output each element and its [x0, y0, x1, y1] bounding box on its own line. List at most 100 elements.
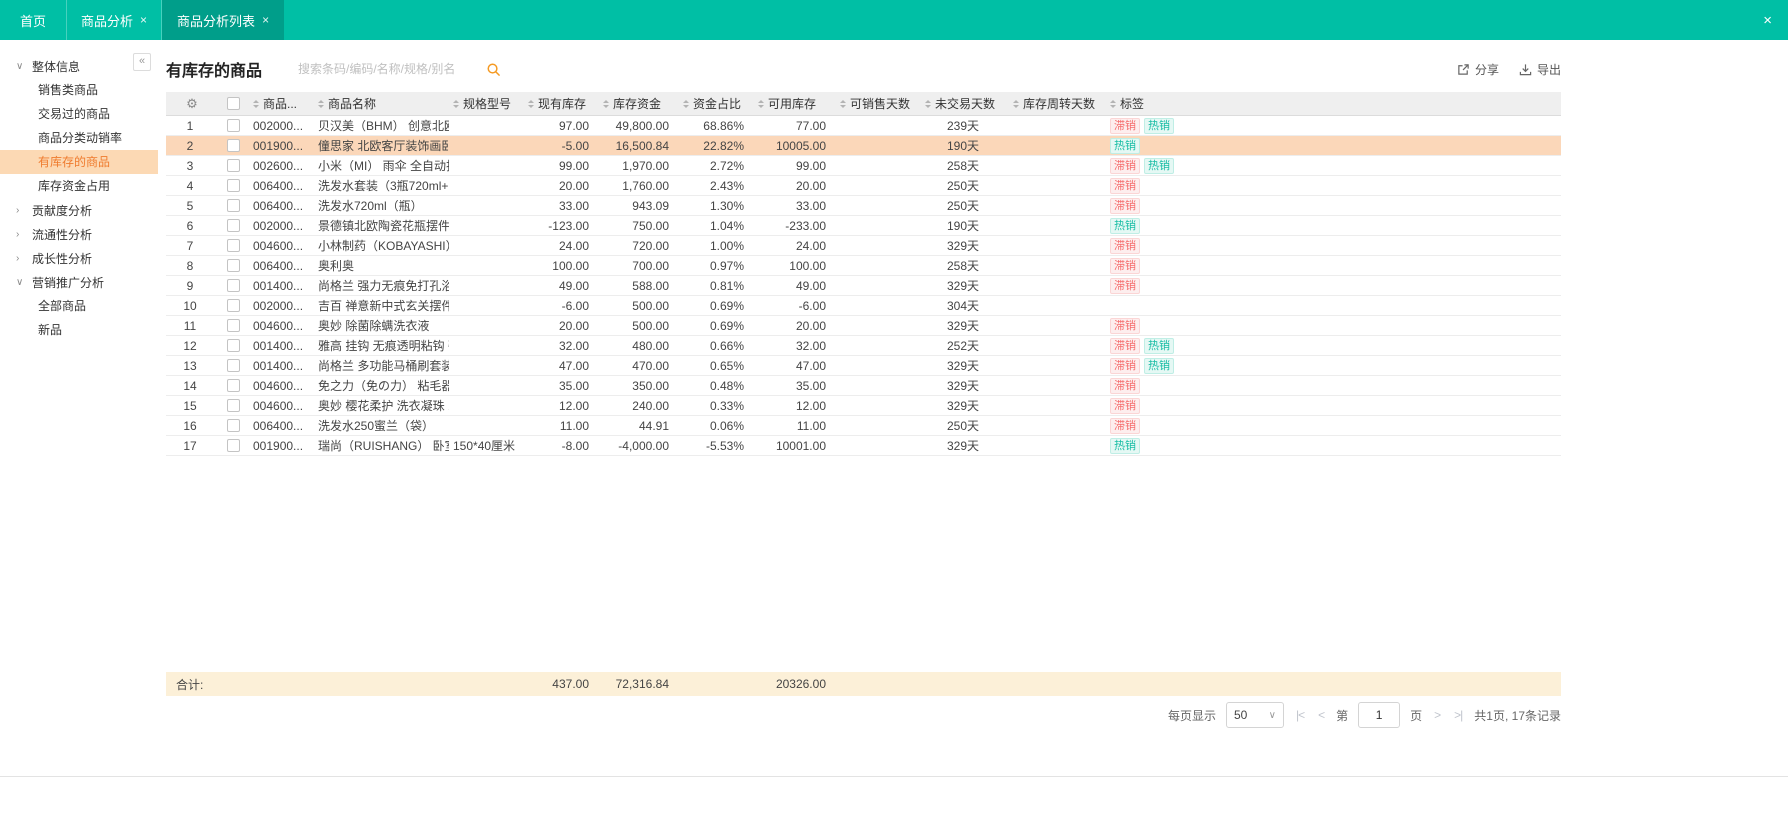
sidebar-item-库存资金占用[interactable]: 库存资金占用 [38, 179, 111, 193]
table-row[interactable]: 10 002000... 吉百 禅意新中式玄关摆件家 -6.00 500.00 0.69%… [166, 296, 1561, 316]
row-checkbox[interactable] [227, 119, 240, 132]
search-icon[interactable] [486, 62, 501, 77]
row-checkbox[interactable] [227, 219, 240, 232]
cell-sale_days [836, 376, 921, 395]
row-checkbox[interactable] [227, 259, 240, 272]
cell-ratio: 0.81% [709, 278, 744, 293]
table-row[interactable]: 6 002000... 景德镇北欧陶瓷花瓶摆件 优 -123.00 750.00 1.04… [166, 216, 1561, 236]
sidebar-group-贡献度分析[interactable]: › 贡献度分析 [0, 198, 158, 222]
table-row[interactable]: 9 001400... 尚格兰 强力无痕免打孔浴室 49.00 588.00 0.81% 4… [166, 276, 1561, 296]
col-header-no_trade_days[interactable]: 未交易天数 [921, 92, 1009, 115]
row-checkbox[interactable] [227, 339, 240, 352]
col-header-name[interactable]: 商品名称 [314, 92, 449, 115]
col-header-fund[interactable]: 库存资金 [599, 92, 679, 115]
page-prefix: 第 [1336, 708, 1349, 723]
cell-name: 尚格兰 多功能马桶刷套装 马 [318, 359, 449, 373]
col-header-code[interactable]: 商品... [249, 92, 314, 115]
tab-item[interactable]: 商品分析列表 × [162, 0, 285, 40]
sort-icon[interactable] [453, 97, 459, 111]
page-size-select[interactable]: 50 ∨ [1225, 702, 1284, 728]
table-row[interactable]: 15 004600... 奥妙 樱花柔护 洗衣凝珠 10 12.00 240.00 0.3… [166, 396, 1561, 416]
col-header-check[interactable] [214, 92, 249, 115]
table-row[interactable]: 13 001400... 尚格兰 多功能马桶刷套装 马 47.00 470.00 0.65… [166, 356, 1561, 376]
sidebar-group-成长性分析[interactable]: › 成长性分析 [0, 246, 158, 270]
table-row[interactable]: 16 006400... 洗发水250蜜兰（袋） 11.00 44.91 0.06% 11.… [166, 416, 1561, 436]
col-header-available[interactable]: 可用库存 [754, 92, 836, 115]
row-checkbox[interactable] [227, 279, 240, 292]
table-row[interactable]: 8 006400... 奥利奥 100.00 700.00 0.97% 100.00 258天… [166, 256, 1561, 276]
row-checkbox[interactable] [227, 399, 240, 412]
table-row[interactable]: 12 001400... 雅高 挂钩 无痕透明粘钩 强 32.00 480.00 0.66… [166, 336, 1561, 356]
sidebar-group-流通性分析[interactable]: › 流通性分析 [0, 222, 158, 246]
row-checkbox[interactable] [227, 199, 240, 212]
tab-close-icon[interactable]: × [262, 13, 270, 27]
cell-filler [1186, 196, 1561, 215]
cell-code: 006400... [253, 198, 304, 213]
tag-滞销: 滞销 [1110, 237, 1140, 254]
row-checkbox[interactable] [227, 159, 240, 172]
col-header-stock[interactable]: 现有库存 [524, 92, 599, 115]
col-header-ratio[interactable]: 资金占比 [679, 92, 754, 115]
sort-icon[interactable] [1013, 97, 1019, 111]
sort-icon[interactable] [840, 97, 846, 111]
sidebar-collapse-button[interactable]: « [133, 53, 151, 71]
cell-turnover_days [1009, 316, 1106, 335]
table-row[interactable]: 7 004600... 小林制药（KOBAYASHI） 日 24.00 720.00 1.… [166, 236, 1561, 256]
table-row[interactable]: 3 002600... 小米（MI） 雨伞 全自动折叠 99.00 1,970.00 2.… [166, 156, 1561, 176]
sidebar-group-整体信息[interactable]: ∨ 整体信息 [0, 54, 158, 78]
sort-icon[interactable] [318, 97, 324, 111]
sort-icon[interactable] [683, 97, 689, 111]
row-checkbox[interactable] [227, 239, 240, 252]
sidebar-item-新品[interactable]: 新品 [38, 323, 63, 337]
sidebar-item-商品分类动销率[interactable]: 商品分类动销率 [38, 131, 123, 145]
col-header-turnover_days[interactable]: 库存周转天数 [1009, 92, 1106, 115]
table-row[interactable]: 11 004600... 奥妙 除菌除螨洗衣液 20.00 500.00 0.69% 20.… [166, 316, 1561, 336]
table-row[interactable]: 4 006400... 洗发水套装（3瓶720ml+1 20.00 1,760.00 2.… [166, 176, 1561, 196]
sort-icon[interactable] [758, 97, 764, 111]
sidebar-item-交易过的商品[interactable]: 交易过的商品 [38, 107, 111, 121]
col-header-sale_days[interactable]: 可销售天数 [836, 92, 921, 115]
row-checkbox[interactable] [227, 179, 240, 192]
row-checkbox[interactable] [227, 299, 240, 312]
next-page-icon[interactable]: > [1434, 708, 1441, 722]
row-checkbox[interactable] [227, 379, 240, 392]
search-input[interactable] [298, 62, 479, 76]
table-row[interactable]: 14 004600... 免之力（免の力） 粘毛器粘 35.00 350.00 0.48%… [166, 376, 1561, 396]
sort-icon[interactable] [603, 97, 609, 111]
cell-available: 77.00 [795, 118, 826, 133]
table-row[interactable]: 5 006400... 洗发水720ml（瓶） 33.00 943.09 1.30% 33.… [166, 196, 1561, 216]
table-row[interactable]: 2 001900... 僮思家 北欧客厅装饰画卧室 -5.00 16,500.84 22.… [166, 136, 1561, 156]
table-row[interactable]: 17 001900... 瑞尚（RUISHANG） 卧室装 150*40厘米 -8.00… [166, 436, 1561, 456]
sort-icon[interactable] [253, 97, 259, 111]
page-number-input[interactable] [1358, 702, 1401, 728]
cell-tags: 滞销 [1106, 176, 1186, 195]
sidebar-item-全部商品[interactable]: 全部商品 [38, 299, 87, 313]
row-checkbox[interactable] [227, 439, 240, 452]
first-page-icon[interactable]: |< [1295, 708, 1305, 722]
tab-home[interactable]: 首页 [0, 0, 66, 40]
tab-close-icon[interactable]: × [140, 13, 148, 27]
gear-icon[interactable]: ⚙ [186, 95, 198, 111]
row-checkbox[interactable] [227, 359, 240, 372]
col-header-spec[interactable]: 规格型号 [449, 92, 524, 115]
row-checkbox[interactable] [227, 419, 240, 432]
share-button[interactable]: 分享 [1457, 61, 1499, 78]
col-header-rownum[interactable]: ⚙ [166, 92, 214, 115]
export-button[interactable]: 导出 [1519, 61, 1561, 78]
tab-item[interactable]: 商品分析 × [66, 0, 163, 40]
sidebar-item-有库存的商品[interactable]: 有库存的商品 [0, 150, 158, 174]
cell-check [214, 416, 249, 435]
select-all-checkbox[interactable] [227, 97, 240, 110]
row-checkbox[interactable] [227, 319, 240, 332]
close-icon[interactable]: × [1763, 11, 1772, 29]
sort-icon[interactable] [925, 97, 931, 111]
prev-page-icon[interactable]: < [1318, 708, 1325, 722]
sidebar-item-销售类商品[interactable]: 销售类商品 [38, 83, 99, 97]
row-checkbox[interactable] [227, 139, 240, 152]
sort-icon[interactable] [528, 97, 534, 111]
last-page-icon[interactable]: >| [1454, 708, 1463, 722]
sidebar-group-营销推广分析[interactable]: ∨ 营销推广分析 [0, 270, 158, 294]
col-header-tags[interactable]: 标签 [1106, 92, 1186, 115]
table-row[interactable]: 1 002000... 贝汉美（BHM） 创意北欧陶瓷 97.00 49,800.00 6… [166, 116, 1561, 136]
sort-icon[interactable] [1110, 97, 1116, 111]
